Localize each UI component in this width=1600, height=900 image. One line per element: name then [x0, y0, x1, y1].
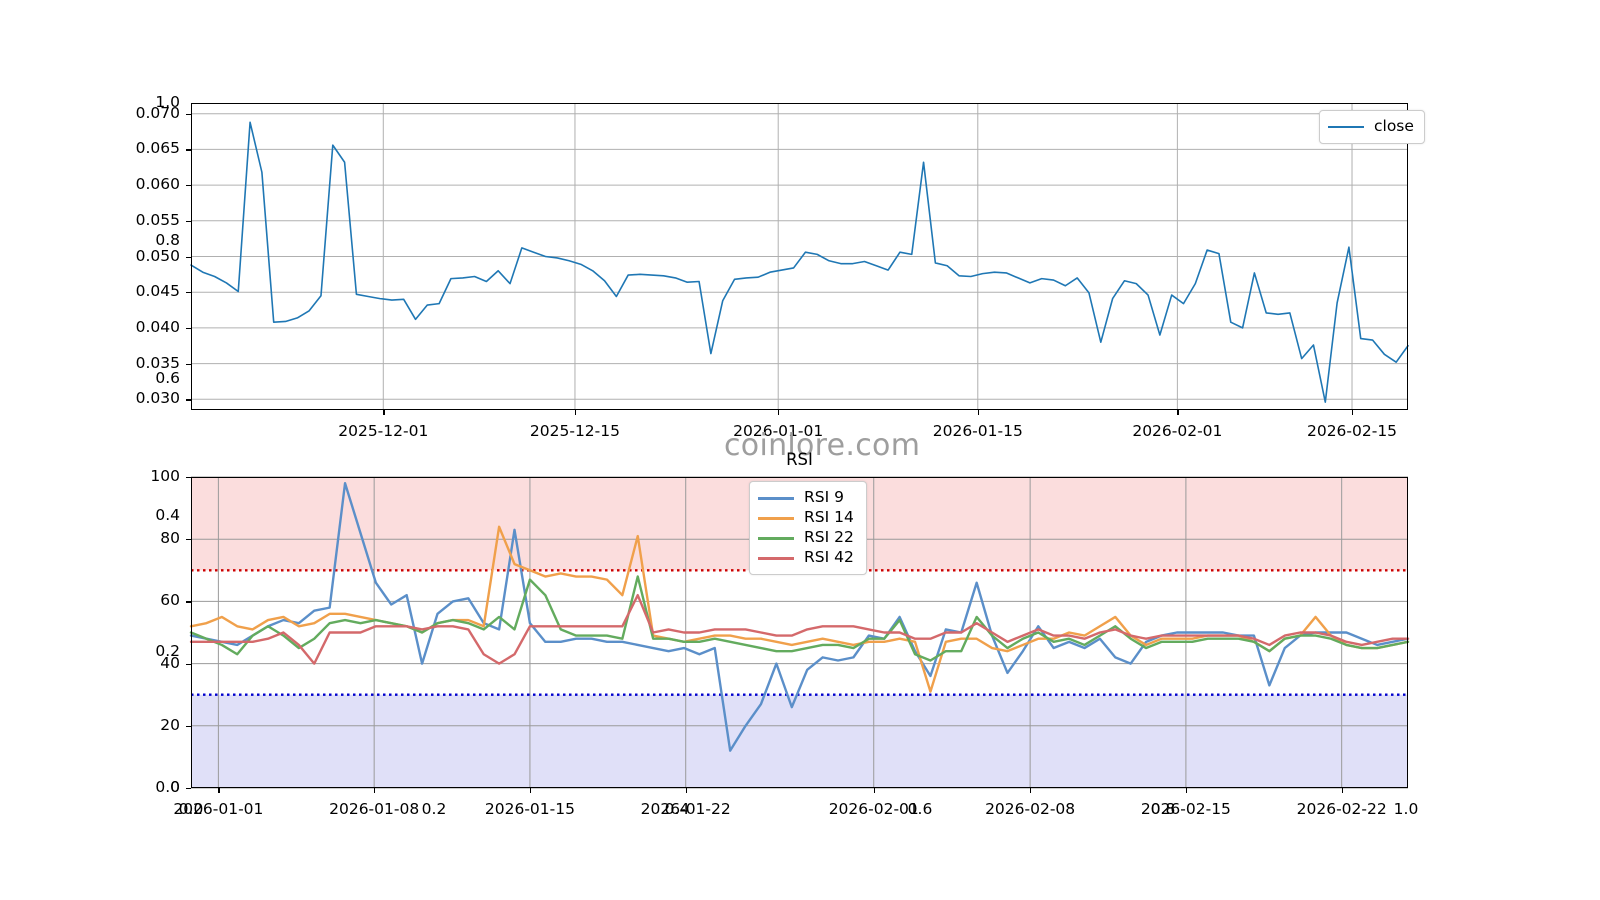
price-overlay-y-tick-label: 0.8 — [155, 231, 180, 249]
rsi-x-tick-label: 2026-01-08 — [329, 800, 420, 818]
rsi-overlay-x-tick-label: 0.4 — [664, 800, 690, 818]
rsi-x-tick-label: 2026-02-08 — [985, 800, 1076, 818]
rsi-x-tick-mark — [218, 788, 220, 793]
rsi-x-tick-label: 2026-02-15 — [1140, 800, 1231, 818]
price-y-tick-label: 0.065 — [135, 139, 180, 158]
rsi-legend-item[interactable]: RSI 22 — [758, 528, 854, 548]
price-y-tick-mark — [186, 363, 191, 365]
rsi-y-tick-mark — [186, 725, 191, 728]
rsi-overlay-x-tick-label: 0.2 — [421, 800, 447, 818]
rsi-x-tick-mark — [374, 788, 376, 793]
rsi-x-tick-mark — [1185, 788, 1188, 793]
legend-label: close — [1374, 117, 1414, 136]
price-x-tick-mark — [778, 410, 780, 415]
rsi-x-tick-mark — [1341, 788, 1343, 793]
rsi-y-tick-mark — [186, 539, 191, 541]
rsi-x-tick-label: 2026-01-01 — [173, 800, 264, 818]
price-y-tick-label: 0.050 — [135, 246, 180, 265]
legend-line-swatch — [1328, 126, 1364, 128]
legend-label: RSI 9 — [804, 488, 844, 507]
price-x-tick-label: 2025-12-01 — [338, 422, 429, 440]
price-y-tick-mark — [186, 220, 191, 223]
rsi-legend-item[interactable]: RSI 14 — [758, 508, 854, 528]
rsi-x-tick-mark — [873, 788, 876, 793]
rsi-chart-title: RSI — [786, 450, 813, 469]
rsi-x-tick-mark — [685, 788, 687, 793]
price-x-tick-mark — [1352, 410, 1354, 415]
rsi-overlay-x-tick-label: 0.0 — [178, 800, 204, 818]
rsi-y-tick-label: 20 — [160, 715, 180, 734]
price-x-tick-mark — [1177, 410, 1179, 415]
rsi-overlay-y-tick-label: 0.2 — [155, 642, 180, 660]
price-legend-item[interactable]: close — [1328, 117, 1414, 137]
price-x-tick-label: 2026-01-01 — [733, 422, 824, 440]
rsi-x-tick-mark — [529, 788, 532, 793]
price-y-tick-label: 0.060 — [135, 175, 180, 194]
rsi-overlay-y-tick-label: 0.0 — [155, 778, 180, 796]
rsi-y-tick-label: 80 — [160, 529, 180, 548]
price-x-tick-mark — [574, 410, 577, 415]
rsi-x-tick-label: 2026-02-22 — [1296, 800, 1387, 818]
price-x-tick-label: 2025-12-15 — [529, 422, 620, 440]
price-y-tick-label: 0.045 — [135, 282, 180, 301]
rsi-plot-frame — [191, 477, 1408, 788]
price-overlay-y-tick-label: 0.6 — [155, 369, 180, 387]
rsi-y-tick-label: 40 — [160, 653, 180, 672]
rsi-y-tick-label: 100 — [150, 467, 180, 485]
price-y-tick-label: 0.070 — [135, 103, 180, 122]
rsi-overlay-y-tick-label: 0.4 — [155, 506, 180, 524]
price-plot-frame — [191, 103, 1408, 410]
price-y-tick-mark — [186, 292, 191, 294]
price-legend: close — [1319, 110, 1425, 144]
legend-line-swatch — [758, 496, 794, 500]
rsi-legend-item[interactable]: RSI 9 — [758, 488, 854, 508]
rsi-y-tick-mark — [186, 788, 191, 790]
rsi-y-tick-mark — [186, 663, 191, 665]
price-x-tick-label: 2026-02-15 — [1306, 422, 1398, 440]
legend-line-swatch — [758, 536, 794, 540]
rsi-y-tick-label: 60 — [160, 591, 180, 610]
price-y-tick-mark — [186, 399, 191, 401]
rsi-x-tick-label: 2026-01-22 — [640, 800, 731, 818]
rsi-overlay-x-tick-label: 0.8 — [1150, 800, 1176, 818]
price-plot-area — [190, 103, 1409, 410]
price-x-tick-mark — [977, 410, 980, 415]
price-chart-panel — [190, 103, 1409, 410]
price-y-tick-mark — [186, 327, 191, 330]
price-y-tick-mark — [186, 185, 191, 187]
rsi-overlay-x-tick-label: 1.0 — [1393, 800, 1419, 818]
rsi-overlay-x-tick-label: 0.6 — [907, 800, 933, 818]
rsi-x-tick-label: 2026-01-15 — [484, 800, 575, 818]
price-x-tick-label: 2026-02-01 — [1132, 422, 1223, 440]
price-y-tick-mark — [186, 113, 191, 115]
rsi-x-tick-label: 2026-02-01 — [828, 800, 919, 818]
price-overlay-y-tick-label: 1.0 — [155, 93, 180, 111]
price-x-tick-mark — [383, 410, 385, 415]
price-y-tick-label: 0.055 — [135, 210, 180, 229]
rsi-legend: RSI 9 RSI 14 RSI 22 RSI 42 — [749, 481, 867, 575]
legend-label: RSI 14 — [804, 508, 854, 527]
price-y-tick-mark — [186, 256, 191, 258]
legend-label: RSI 22 — [804, 528, 854, 547]
legend-line-swatch — [758, 516, 794, 520]
price-y-tick-label: 0.030 — [135, 389, 180, 408]
price-y-tick-label: 0.035 — [135, 353, 180, 372]
rsi-y-tick-label: 0 — [170, 778, 180, 796]
rsi-legend-item[interactable]: RSI 42 — [758, 548, 854, 568]
price-y-tick-mark — [186, 149, 191, 151]
legend-line-swatch — [758, 556, 794, 560]
watermark: coinlore.com — [724, 428, 921, 463]
rsi-x-tick-mark — [1030, 788, 1032, 793]
legend-label: RSI 42 — [804, 548, 854, 567]
price-y-tick-label: 0.040 — [135, 317, 180, 336]
rsi-y-tick-mark — [186, 601, 191, 603]
rsi-y-tick-mark — [186, 477, 191, 479]
price-x-tick-label: 2026-01-15 — [932, 422, 1023, 440]
